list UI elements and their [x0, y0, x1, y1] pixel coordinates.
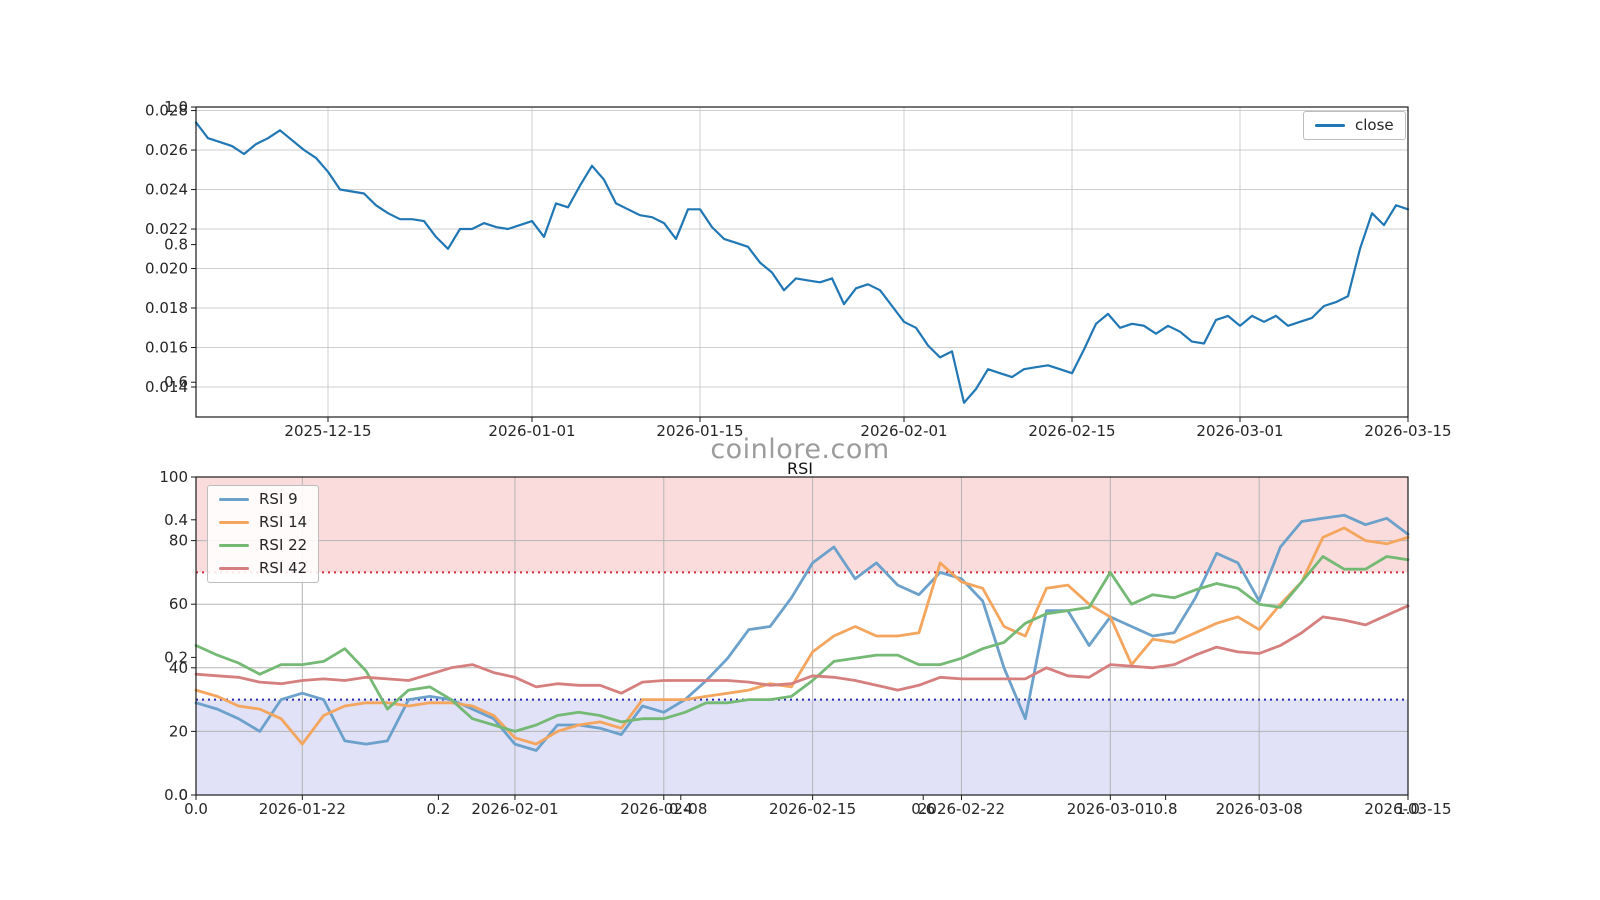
legend-label-rsi-42: RSI 42	[259, 559, 308, 577]
rsi-42-line-swatch	[219, 567, 249, 570]
overlay-x-tick-label: 0.0	[184, 800, 208, 818]
overlay-x-tick-label: 0.2	[426, 800, 450, 818]
price-x-tick-label: 2025-12-15	[284, 422, 371, 440]
price-x-tick-label: 2026-02-15	[1028, 422, 1115, 440]
price-x-tick-label: 2026-01-15	[656, 422, 743, 440]
overlay-x-tick-label: 1.0	[1396, 800, 1420, 818]
rsi-legend: RSI 9 RSI 14 RSI 22 RSI 42	[207, 485, 320, 583]
price-y-tick-label: 0.022	[145, 220, 188, 238]
price-legend: close	[1303, 111, 1406, 140]
overlay-y-tick-label: 0.0	[164, 786, 188, 804]
rsi-9-line	[194, 513, 1410, 752]
rsi-14-line-swatch	[219, 521, 249, 524]
rsi-axes-border	[195, 476, 1409, 796]
rsi-y-tick-label: 20	[169, 722, 188, 740]
rsi-x-tick-label: 2026-03-01	[1067, 800, 1154, 818]
price-y-tick-label: 0.024	[145, 181, 188, 199]
overlay-y-tick-label: 0.8	[164, 236, 188, 254]
price-y-tick-label: 0.018	[145, 299, 188, 317]
rsi-y-tick-label: 60	[169, 595, 188, 613]
close-line-swatch	[1315, 124, 1345, 127]
overlay-y-tick-label: 0.6	[164, 373, 188, 391]
rsi-x-tick-label: 2026-02-01	[471, 800, 558, 818]
rsi-title: RSI	[787, 459, 813, 478]
rsi-y-tick-label: 80	[169, 532, 188, 550]
watermark: coinlore.com	[710, 434, 890, 465]
rsi-x-tick-label: 2026-03-08	[1216, 800, 1303, 818]
rsi-22-line	[194, 555, 1410, 733]
rsi-x-tick-label: 2026-03-15	[1364, 800, 1451, 818]
price-x-tick-label: 2026-01-01	[488, 422, 575, 440]
legend-label-close: close	[1355, 116, 1394, 134]
rsi-y-tick-label: 100	[159, 468, 188, 486]
overlay-x-tick-label: 0.4	[669, 800, 693, 818]
price-y-tick-label: 0.028	[145, 102, 188, 120]
rsi-22-line-swatch	[219, 544, 249, 547]
price-x-tick-label: 2026-03-01	[1196, 422, 1283, 440]
price-axes-border	[195, 106, 1409, 418]
legend-row-rsi-22: RSI 22	[219, 538, 307, 553]
rsi-14-line	[194, 526, 1410, 746]
overlay-x-tick-label: 0.6	[911, 800, 935, 818]
price-y-tick-label: 0.014	[145, 378, 188, 396]
rsi-x-tick-label: 2026-02-08	[620, 800, 707, 818]
overlay-y-tick-label: 1.0	[164, 98, 188, 116]
rsi-y-tick-label: 0	[178, 786, 188, 804]
rsi-x-tick-label: 2026-02-15	[769, 800, 856, 818]
legend-label-rsi-9: RSI 9	[259, 490, 298, 508]
legend-label-rsi-14: RSI 14	[259, 513, 308, 531]
price-y-tick-label: 0.026	[145, 141, 188, 159]
price-y-tick-label: 0.016	[145, 338, 188, 356]
price-x-tick-label: 2026-02-01	[860, 422, 947, 440]
legend-row-rsi-9: RSI 9	[219, 492, 307, 507]
rsi-9-line-swatch	[219, 498, 249, 501]
overlay-x-tick-label: 0.8	[1154, 800, 1178, 818]
overbought-band	[196, 477, 1408, 573]
legend-label-rsi-22: RSI 22	[259, 536, 308, 554]
legend-row-rsi-42: RSI 42	[219, 561, 307, 576]
overlay-y-tick-label: 0.4	[164, 511, 188, 529]
rsi-x-tick-label: 2026-02-22	[918, 800, 1005, 818]
close-line	[194, 121, 1410, 404]
rsi-y-tick-label: 40	[169, 659, 188, 677]
legend-row-rsi-14: RSI 14	[219, 515, 307, 530]
rsi-x-tick-label: 2026-01-22	[259, 800, 346, 818]
price-x-tick-label: 2026-03-15	[1364, 422, 1451, 440]
legend-row-close: close	[1315, 118, 1394, 133]
overlay-y-tick-label: 0.2	[164, 648, 188, 666]
price-y-tick-label: 0.020	[145, 260, 188, 278]
oversold-band	[196, 699, 1408, 795]
rsi-42-line	[194, 604, 1410, 695]
